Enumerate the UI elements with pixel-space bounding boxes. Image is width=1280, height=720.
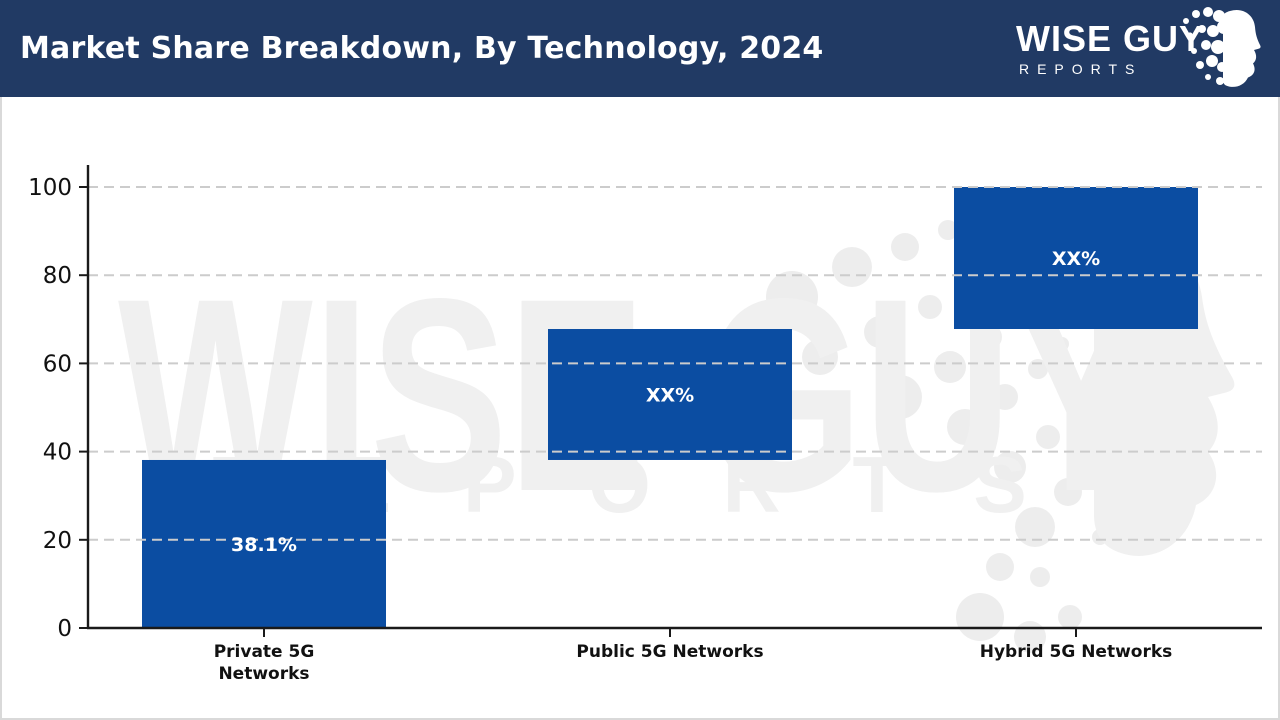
bar-value-label: XX%	[1052, 248, 1100, 270]
bar-segment	[548, 329, 792, 460]
x-category-label: Hybrid 5G Networks	[980, 642, 1173, 662]
bar-segment	[142, 459, 386, 628]
logo-name: WISE GUY	[1015, 17, 1204, 59]
y-tick-label: 20	[43, 528, 72, 554]
x-category-label: Private 5G Networks	[214, 642, 315, 684]
y-tick-label: 40	[43, 440, 72, 466]
bar-segment	[954, 187, 1198, 330]
logo-text: WISE GUY REPORTS	[1015, 17, 1204, 77]
page-title: Market Share Breakdown, By Technology, 2…	[20, 31, 824, 66]
x-category-label: Public 5G Networks	[576, 642, 763, 662]
chart-area: WISE GUY REPORTS 38.1% XX% XX% 0 20 40 60 80 100…	[0, 97, 1280, 720]
y-tick-label: 100	[28, 175, 72, 201]
header: Market Share Breakdown, By Technology, 2…	[0, 0, 1280, 97]
y-tick-label: 80	[43, 263, 72, 289]
logo-subtitle: REPORTS	[1018, 60, 1143, 77]
waterfall-chart: 38.1% XX% XX% 0 20 40 60 80 100 Private 5G Network…	[28, 165, 1262, 684]
wiseguy-logo: WISE GUY REPORTS	[1016, 5, 1264, 93]
bar-value-label: 38.1%	[231, 534, 297, 556]
bar-value-label: XX%	[646, 384, 694, 406]
wiseguy-dots-watermark	[766, 220, 1141, 653]
logo-face-icon	[1183, 6, 1261, 87]
y-tick-label: 60	[43, 351, 72, 377]
y-tick-label: 0	[57, 616, 72, 642]
